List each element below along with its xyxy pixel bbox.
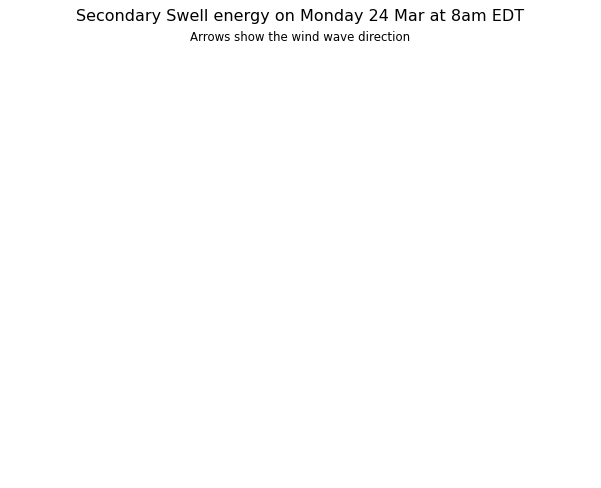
Text: Secondary Swell energy on Monday 24 Mar at 8am EDT: Secondary Swell energy on Monday 24 Mar … <box>76 9 525 24</box>
Text: Arrows show the wind wave direction: Arrows show the wind wave direction <box>191 31 410 43</box>
